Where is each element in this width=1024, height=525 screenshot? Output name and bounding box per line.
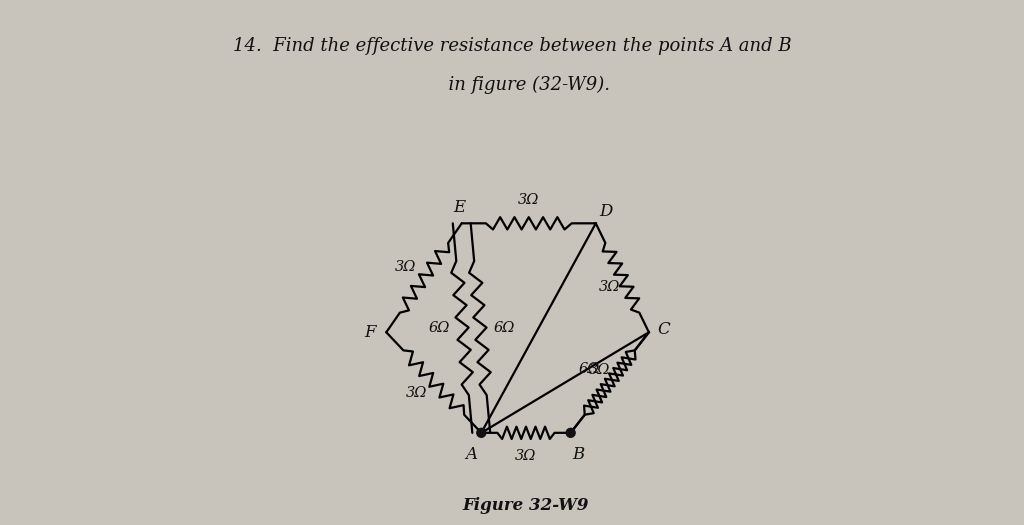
Circle shape bbox=[477, 428, 485, 437]
Text: 3Ω: 3Ω bbox=[407, 386, 427, 400]
Text: 3Ω: 3Ω bbox=[515, 449, 537, 463]
Text: 14.  Find the effective resistance between the points A and B: 14. Find the effective resistance betwee… bbox=[232, 37, 792, 55]
Text: 3Ω: 3Ω bbox=[394, 260, 416, 274]
Text: B: B bbox=[572, 446, 585, 463]
Text: C: C bbox=[657, 321, 670, 338]
Text: F: F bbox=[364, 324, 375, 341]
Text: in figure (32-W9).: in figure (32-W9). bbox=[414, 76, 610, 94]
Text: 3Ω: 3Ω bbox=[518, 193, 540, 207]
Text: 6Ω: 6Ω bbox=[428, 321, 450, 335]
Text: D: D bbox=[599, 203, 612, 219]
Text: 3Ω: 3Ω bbox=[589, 362, 610, 376]
Text: 3Ω: 3Ω bbox=[599, 280, 621, 294]
Text: 6Ω: 6Ω bbox=[494, 321, 515, 335]
Circle shape bbox=[566, 428, 575, 437]
Text: 6Ω: 6Ω bbox=[579, 362, 600, 376]
Text: A: A bbox=[465, 446, 477, 463]
Text: E: E bbox=[453, 199, 465, 216]
Text: Figure 32-W9: Figure 32-W9 bbox=[463, 497, 589, 514]
